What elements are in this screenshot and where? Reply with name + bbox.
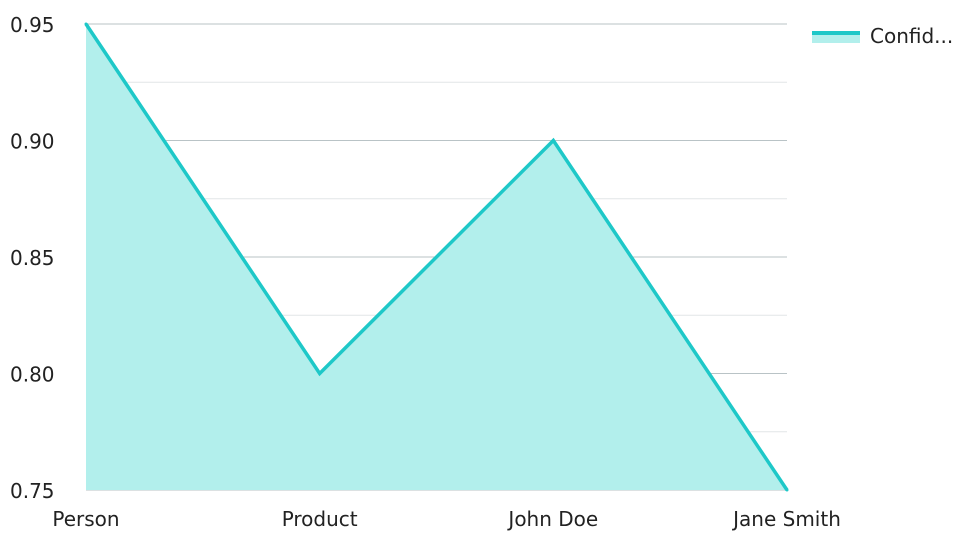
y-axis: 0.95 0.90 0.85 0.80 0.75 — [10, 13, 55, 503]
x-tick-label: Product — [282, 507, 358, 531]
data-point-person — [84, 22, 88, 26]
x-tick-label: Person — [52, 507, 119, 531]
legend-label: Confid... — [870, 24, 954, 48]
legend-swatch — [812, 29, 860, 43]
x-tick-label: John Doe — [506, 507, 598, 531]
series-line — [84, 23, 789, 491]
legend-swatch-fill — [812, 33, 860, 43]
series-area — [84, 22, 789, 492]
legend-swatch-line — [812, 31, 860, 35]
x-tick-label: Jane Smith — [731, 507, 841, 531]
y-tick-label: 0.75 — [10, 479, 55, 503]
y-tick-label: 0.90 — [10, 130, 55, 154]
y-tick-label: 0.95 — [10, 13, 55, 37]
data-point-product — [318, 372, 322, 375]
legend: Confid... — [812, 24, 953, 48]
data-point-john-doe — [551, 139, 555, 142]
x-axis: Person Product John Doe Jane Smith — [52, 507, 840, 531]
y-tick-label: 0.80 — [10, 363, 55, 387]
y-tick-label: 0.85 — [10, 246, 55, 270]
data-point-jane-smith — [785, 488, 789, 492]
